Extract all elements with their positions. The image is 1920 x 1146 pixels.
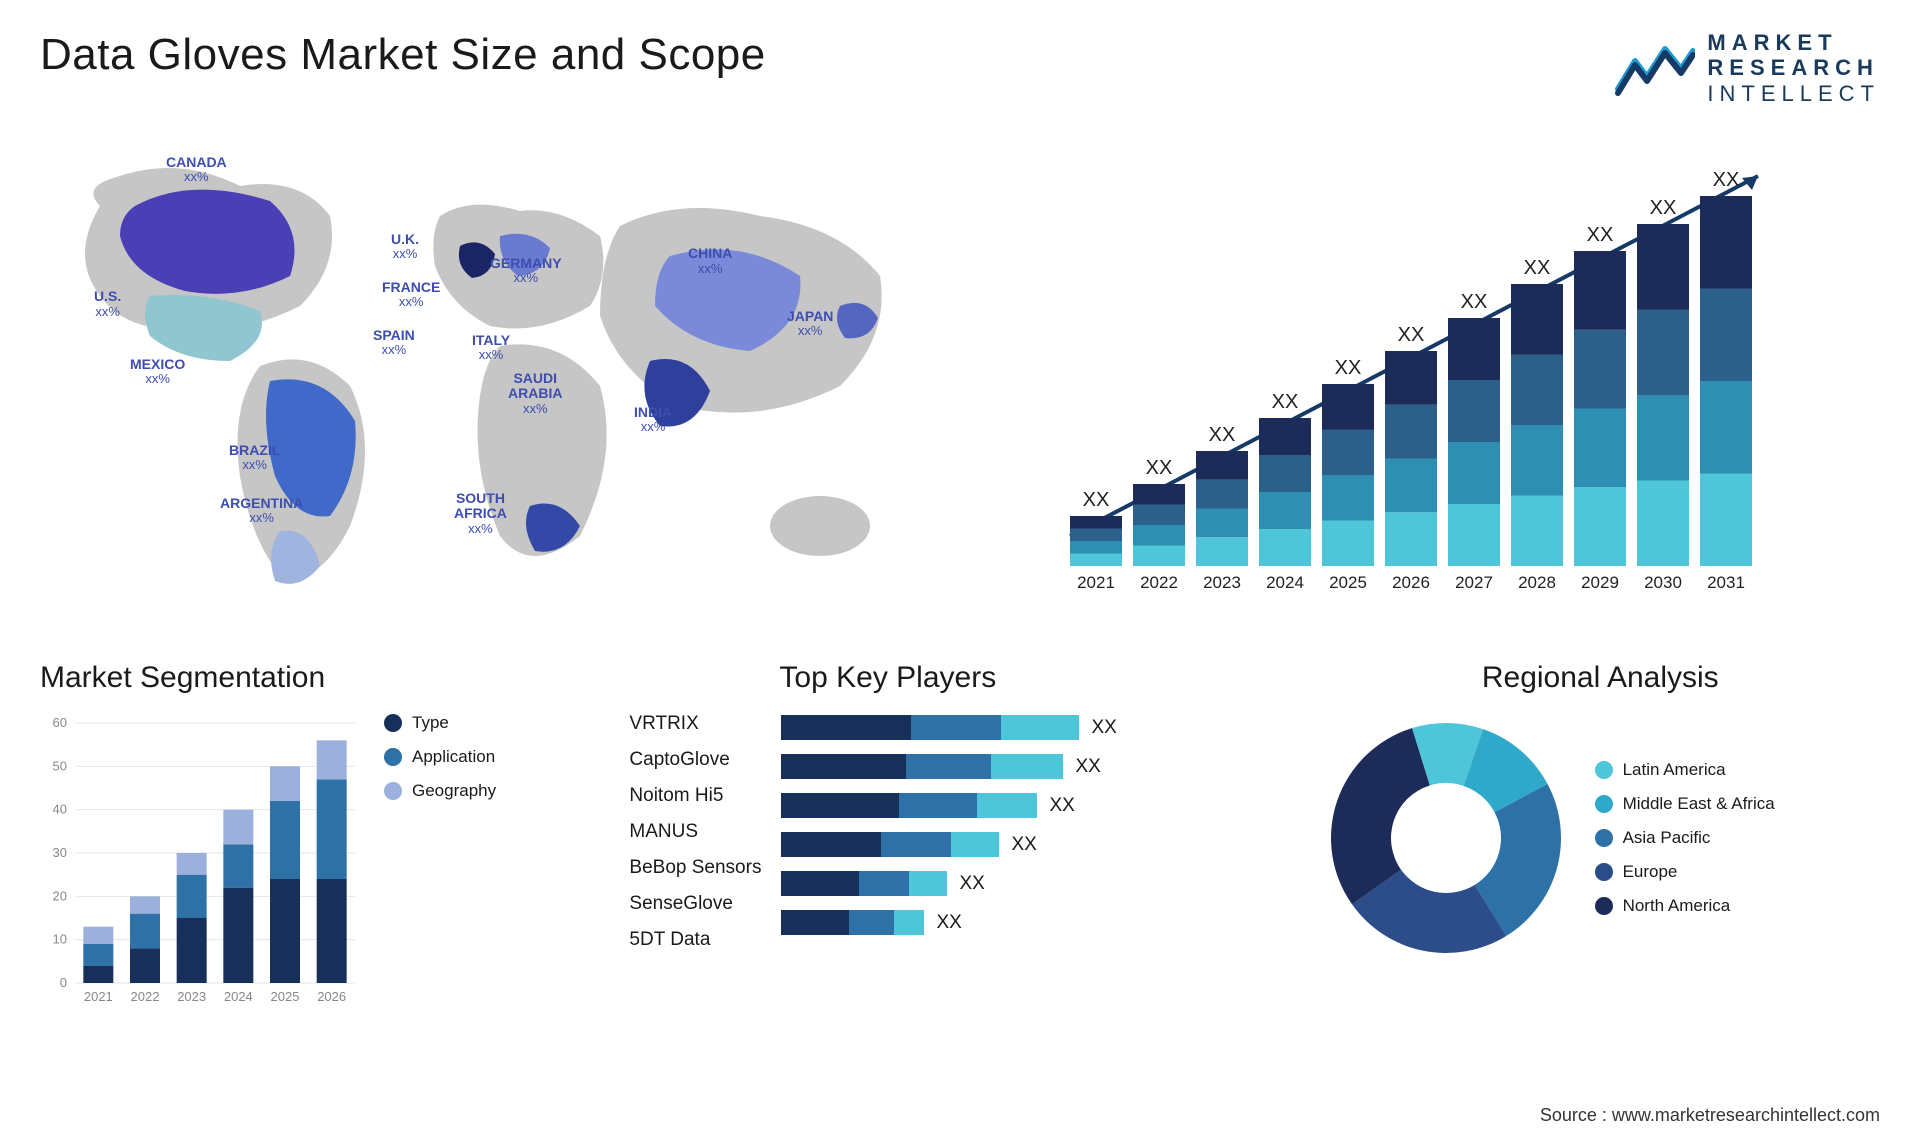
svg-text:XX: XX: [1146, 457, 1173, 479]
logo-line3: INTELLECT: [1707, 81, 1880, 106]
svg-text:2026: 2026: [1392, 573, 1430, 592]
svg-text:2030: 2030: [1644, 573, 1682, 592]
svg-text:2024: 2024: [1266, 573, 1304, 592]
map-country-label: CHINAxx%: [688, 246, 732, 276]
svg-text:2025: 2025: [1329, 573, 1367, 592]
legend-item: Asia Pacific: [1595, 828, 1775, 848]
player-name: VRTRIX: [629, 713, 761, 735]
map-country-label: SOUTHAFRICAxx%: [454, 491, 507, 536]
logo-line2: RESEARCH: [1707, 55, 1880, 80]
segmentation-chart: 0 10 20 30 40 50 60 2021 2022 2023 2024 2025 2026: [40, 713, 360, 1013]
legend-item: Application: [384, 747, 496, 767]
map-country-label: ITALYxx%: [472, 333, 510, 363]
legend-item: Middle East & Africa: [1595, 794, 1775, 814]
map-country-label: U.S.xx%: [94, 289, 121, 319]
logo-line1: MARKET: [1707, 30, 1880, 55]
legend-item: Latin America: [1595, 760, 1775, 780]
map-country-label: GERMANYxx%: [490, 256, 562, 286]
legend-item: Europe: [1595, 862, 1775, 882]
map-country-label: INDIAxx%: [634, 405, 672, 435]
svg-text:2022: 2022: [1140, 573, 1178, 592]
players-title: Top Key Players: [779, 661, 1290, 695]
growth-chart: 2021 XX 2022 XX 2023 XX 2024 XX 2025 XX 2026 XX 2027…: [980, 136, 1880, 621]
map-country-label: CANADAxx%: [166, 155, 227, 185]
svg-text:XX: XX: [1083, 489, 1110, 511]
player-bar-row: XX: [781, 792, 1290, 820]
svg-text:2031: 2031: [1707, 573, 1745, 592]
map-country-label: FRANCExx%: [382, 280, 440, 310]
map-country-label: ARGENTINAxx%: [220, 496, 303, 526]
svg-text:XX: XX: [1650, 197, 1677, 219]
brand-logo: MARKET RESEARCH INTELLECT: [1615, 30, 1880, 106]
legend-item: North America: [1595, 896, 1775, 916]
svg-text:XX: XX: [1335, 357, 1362, 379]
player-name: CaptoGlove: [629, 749, 761, 771]
player-bar-row: XX: [781, 870, 1290, 898]
player-bar-row: XX: [781, 753, 1290, 781]
player-name: Noitom Hi5: [629, 785, 761, 807]
svg-text:XX: XX: [1713, 169, 1740, 191]
player-name: MANUS: [629, 821, 761, 843]
svg-text:20: 20: [53, 888, 67, 903]
map-country-label: SPAINxx%: [373, 328, 415, 358]
regional-donut-chart: [1321, 713, 1571, 963]
legend-item: Geography: [384, 781, 496, 801]
page-title: Data Gloves Market Size and Scope: [40, 30, 766, 80]
player-names-list: VRTRIX CaptoGlove Noitom Hi5 MANUS BeBop Sen…: [629, 713, 761, 951]
svg-text:2026: 2026: [317, 989, 346, 1004]
svg-text:0: 0: [60, 975, 67, 990]
svg-text:XX: XX: [1587, 224, 1614, 246]
svg-text:2025: 2025: [271, 989, 300, 1004]
svg-text:30: 30: [53, 845, 67, 860]
svg-text:2024: 2024: [224, 989, 253, 1004]
svg-text:50: 50: [53, 758, 67, 773]
svg-text:2023: 2023: [177, 989, 206, 1004]
player-name: BeBop Sensors: [629, 857, 761, 879]
svg-text:2022: 2022: [131, 989, 160, 1004]
legend-item: Type: [384, 713, 496, 733]
svg-text:XX: XX: [1272, 391, 1299, 413]
map-country-label: BRAZILxx%: [229, 443, 280, 473]
player-bars: XX XX XX XX XX XX: [781, 713, 1290, 951]
svg-text:40: 40: [53, 802, 67, 817]
segmentation-title: Market Segmentation: [40, 661, 599, 695]
world-map: CANADAxx% U.S.xx% MEXICOxx% BRAZILxx% ARGENT…: [40, 136, 940, 616]
svg-text:XX: XX: [1398, 324, 1425, 346]
map-country-label: MEXICOxx%: [130, 357, 185, 387]
svg-text:10: 10: [53, 932, 67, 947]
player-name: SenseGlove: [629, 893, 761, 915]
svg-text:XX: XX: [1461, 291, 1488, 313]
svg-text:2021: 2021: [1077, 573, 1115, 592]
map-country-label: SAUDIARABIAxx%: [508, 371, 562, 416]
svg-text:XX: XX: [1209, 424, 1236, 446]
player-bar-row: XX: [781, 909, 1290, 937]
segmentation-legend: Type Application Geography: [384, 713, 496, 801]
regional-title: Regional Analysis: [1321, 661, 1880, 695]
svg-text:2023: 2023: [1203, 573, 1241, 592]
source-attribution: Source : www.marketresearchintellect.com: [1540, 1105, 1880, 1126]
player-name: 5DT Data: [629, 929, 761, 951]
growth-bar-chart: 2021 XX 2022 XX 2023 XX 2024 XX 2025 XX 2026 XX 2027…: [980, 136, 1880, 616]
svg-text:60: 60: [53, 715, 67, 730]
svg-text:2027: 2027: [1455, 573, 1493, 592]
map-country-label: JAPANxx%: [787, 309, 833, 339]
svg-text:2028: 2028: [1518, 573, 1556, 592]
svg-text:2029: 2029: [1581, 573, 1619, 592]
svg-text:2021: 2021: [84, 989, 113, 1004]
regional-legend: Latin America Middle East & Africa Asia Pa…: [1595, 760, 1775, 916]
svg-text:XX: XX: [1524, 257, 1551, 279]
player-bar-row: XX: [781, 831, 1290, 859]
logo-mark-icon: [1615, 39, 1695, 97]
player-bar-row: XX: [781, 714, 1290, 742]
map-country-label: U.K.xx%: [391, 232, 419, 262]
